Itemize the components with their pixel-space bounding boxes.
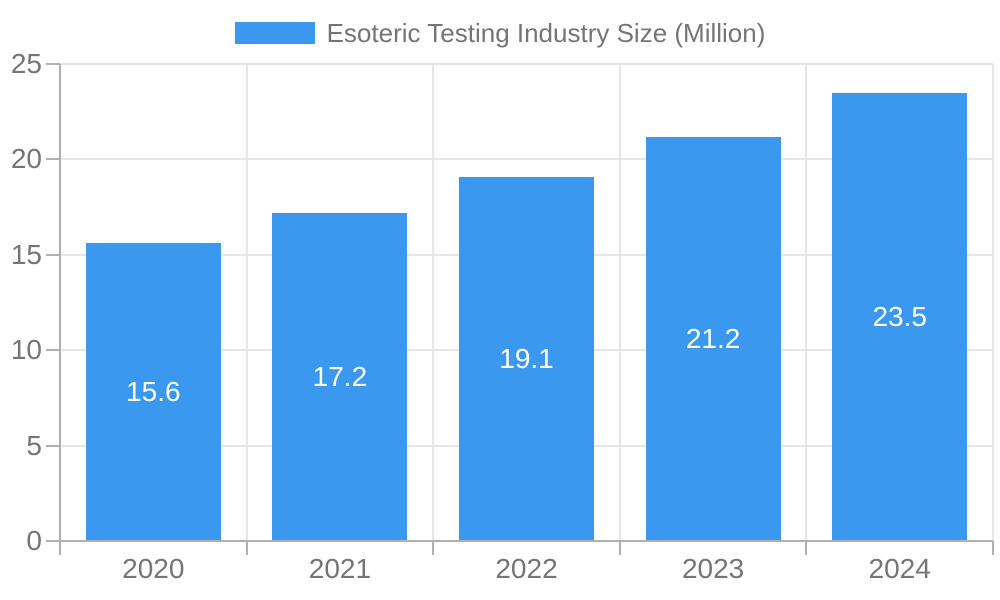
- x-axis-tick-label: 2021: [308, 553, 372, 584]
- x-tick: [432, 541, 435, 555]
- bar-value-label: 19.1: [499, 342, 554, 374]
- bar-value-label: 23.5: [872, 300, 927, 332]
- x-tick: [245, 541, 248, 555]
- x-axis-line: [46, 540, 993, 542]
- y-axis-tick-label: 15: [10, 238, 42, 270]
- y-axis-tick-label: 10: [10, 334, 42, 366]
- bar[interactable]: [645, 136, 781, 541]
- gridline-v: [992, 64, 994, 541]
- y-tick: [46, 158, 60, 161]
- gridline-v: [432, 64, 435, 541]
- x-tick: [618, 541, 621, 555]
- x-tick: [992, 541, 994, 555]
- legend: Esoteric Testing Industry Size (Million): [0, 18, 1000, 48]
- legend-label: Esoteric Testing Industry Size (Million): [326, 18, 766, 48]
- y-axis-tick-label: 25: [10, 48, 42, 79]
- y-tick: [46, 444, 60, 447]
- y-axis-tick-label: 0: [26, 525, 42, 556]
- gridline-v: [805, 64, 808, 541]
- x-axis-tick-label: 2023: [681, 553, 745, 584]
- gridline-v: [618, 64, 621, 541]
- bar[interactable]: [832, 92, 968, 541]
- y-axis-line: [59, 64, 61, 555]
- bar-value-label: 15.6: [126, 376, 181, 408]
- gridline-h: [60, 63, 993, 65]
- x-tick: [59, 541, 61, 555]
- legend-swatch: [234, 22, 315, 44]
- x-tick: [805, 541, 808, 555]
- y-tick: [46, 253, 60, 256]
- y-axis-tick-label: 5: [26, 429, 42, 461]
- gridline-h: [60, 158, 993, 161]
- x-axis-tick-label: 2024: [868, 553, 931, 584]
- bar[interactable]: [85, 243, 221, 541]
- y-tick: [46, 63, 60, 65]
- y-tick: [46, 349, 60, 352]
- bar[interactable]: [272, 212, 408, 541]
- gridline-v: [245, 64, 248, 541]
- legend-item[interactable]: Esoteric Testing Industry Size (Million): [234, 18, 766, 48]
- bar[interactable]: [459, 176, 594, 541]
- y-tick: [46, 540, 60, 542]
- bar-value-label: 21.2: [685, 322, 741, 354]
- x-axis-tick-label: 2022: [495, 553, 558, 584]
- bar-value-label: 17.2: [312, 360, 368, 392]
- y-axis-tick-label: 20: [10, 143, 42, 175]
- x-axis-tick-label: 2020: [122, 553, 185, 584]
